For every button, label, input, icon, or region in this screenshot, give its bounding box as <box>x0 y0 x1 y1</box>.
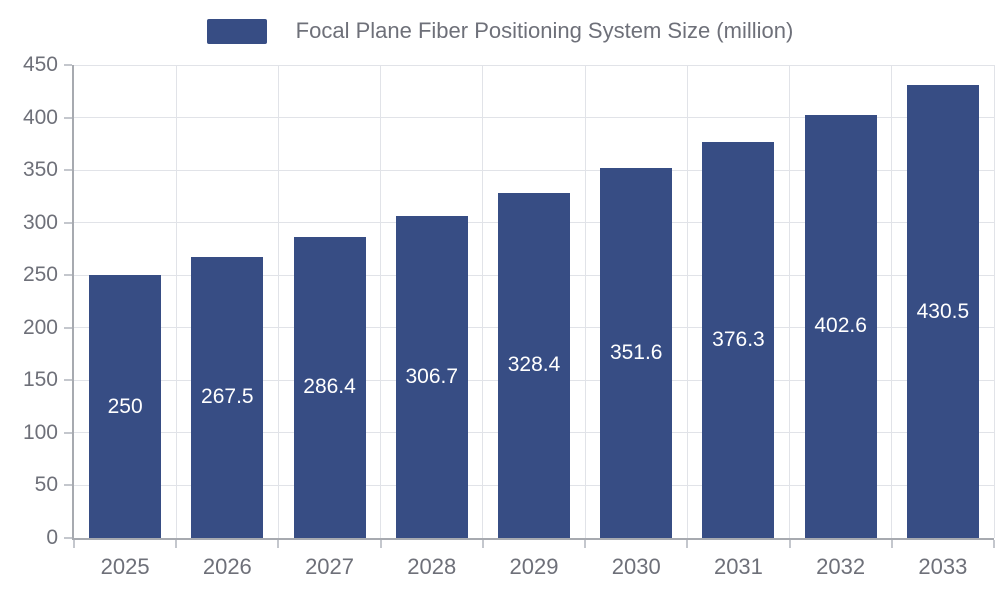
bar-value-label: 250 <box>107 394 143 418</box>
y-tick-label: 450 <box>22 53 58 76</box>
y-tick-label: 400 <box>22 105 58 129</box>
bar-value-label: 306.7 <box>405 364 459 388</box>
x-tick <box>788 540 791 548</box>
y-tick <box>64 484 72 487</box>
v-gridline <box>789 65 791 538</box>
x-tick-label: 2029 <box>509 554 559 579</box>
y-tick <box>64 64 72 66</box>
y-tick-label: 350 <box>22 158 58 182</box>
x-tick <box>379 540 382 548</box>
v-gridline <box>584 65 586 538</box>
h-gridline <box>74 117 994 119</box>
x-tick-label: 2027 <box>305 554 355 579</box>
x-tick-label: 2033 <box>918 554 968 579</box>
y-tick <box>64 431 72 434</box>
x-tick-label: 2030 <box>611 554 661 579</box>
v-gridline <box>380 65 382 538</box>
legend-swatch <box>206 18 267 44</box>
v-gridline <box>175 65 177 538</box>
bar: 328.4 <box>498 192 570 538</box>
y-tick-label: 300 <box>22 210 58 234</box>
legend-item[interactable]: Focal Plane Fiber Positioning System Siz… <box>0 16 1000 46</box>
y-tick-label: 0 <box>46 526 58 549</box>
bar-value-label: 267.5 <box>201 385 254 409</box>
legend-label: Focal Plane Fiber Positioning System Siz… <box>295 18 794 43</box>
bar-value-label: 376.3 <box>712 328 765 352</box>
bar-value-label: 402.6 <box>814 314 867 338</box>
x-tick <box>175 540 178 548</box>
x-tick <box>481 540 484 548</box>
h-gridline <box>74 169 994 171</box>
x-tick <box>993 540 995 548</box>
bar: 286.4 <box>293 236 366 538</box>
h-gridline <box>74 64 994 66</box>
bar-value-label: 328.4 <box>507 353 561 377</box>
y-tick <box>64 274 72 277</box>
plot-area: 0 50 100 150 200 250 300 350 400 450 2025 250 2026 26… <box>23 53 995 579</box>
x-tick-label: 2028 <box>407 554 457 579</box>
y-tick-label: 150 <box>22 368 58 392</box>
bar: 267.5 <box>191 256 264 538</box>
x-tick <box>890 540 893 548</box>
bar: 250 <box>89 275 162 538</box>
bar: 306.7 <box>395 215 468 538</box>
x-axis-line <box>72 538 994 540</box>
x-tick <box>686 540 689 548</box>
x-tick-label: 2031 <box>713 554 763 579</box>
x-tick-label: 2032 <box>816 554 866 579</box>
y-axis-line <box>72 65 74 540</box>
x-tick-label: 2025 <box>100 554 150 579</box>
y-tick-label: 50 <box>34 473 58 497</box>
x-tick-label: 2026 <box>202 554 252 579</box>
v-gridline <box>993 65 995 538</box>
x-tick <box>277 540 280 548</box>
bar-value-label: 430.5 <box>916 299 970 323</box>
bar: 376.3 <box>702 142 775 538</box>
v-gridline <box>891 65 893 538</box>
x-tick <box>73 540 75 548</box>
y-tick <box>64 116 72 119</box>
x-tick <box>584 540 587 548</box>
y-tick <box>64 379 72 382</box>
v-gridline <box>686 65 688 538</box>
bar: 430.5 <box>906 85 979 538</box>
y-tick <box>64 221 72 224</box>
y-tick-label: 200 <box>22 315 58 339</box>
y-tick <box>64 169 72 172</box>
v-gridline <box>482 65 484 538</box>
v-gridline <box>277 65 279 538</box>
y-tick-label: 250 <box>22 263 58 287</box>
bar-value-label: 286.4 <box>303 375 356 399</box>
y-tick-label: 100 <box>22 420 58 444</box>
y-tick <box>64 326 72 329</box>
y-tick <box>64 537 72 539</box>
bar-value-label: 351.6 <box>609 341 663 365</box>
bar: 402.6 <box>804 114 877 538</box>
bar: 351.6 <box>600 168 673 538</box>
